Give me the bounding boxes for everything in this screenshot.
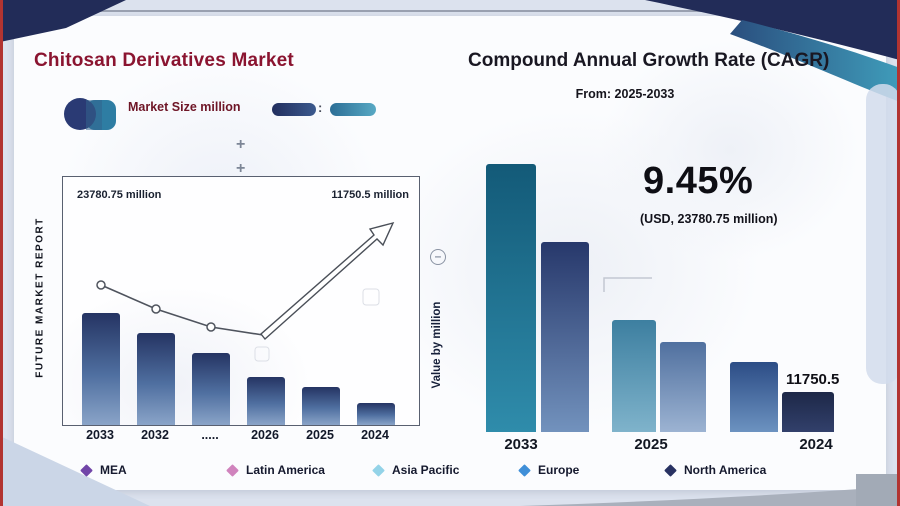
trend-line-arrow-overlay [96, 221, 395, 362]
trend-marker [206, 322, 216, 332]
x-tick-2033-right: 2033 [504, 436, 538, 453]
circle-minus-icon: – [430, 249, 446, 265]
bar-intermediate [192, 353, 230, 425]
market-size-blob-icon [64, 98, 116, 130]
left-chart-y-axis-label: FUTURE MARKET REPORT [34, 217, 46, 378]
legend-label: Latin America [246, 463, 325, 477]
legend-item-asia-pacific: Asia Pacific [372, 463, 460, 477]
right-section-title: Compound Annual Growth Rate (CAGR) [468, 50, 830, 71]
x-tick-2025: 2025 [306, 428, 334, 442]
legend-item-mea: MEA [80, 463, 127, 477]
bar-2033-series1 [486, 164, 536, 432]
legend-label: Europe [538, 463, 580, 477]
x-tick-ellipsis: ..... [201, 428, 219, 442]
left-red-edge-line [0, 0, 3, 506]
bar-2025 [302, 387, 340, 425]
legend-label: Asia Pacific [392, 463, 460, 477]
bar-2024-series1 [730, 362, 778, 432]
legend-label: North America [684, 463, 767, 477]
trend-marker [96, 280, 106, 290]
left-bar-chart: 23780.75 million 11750.5 million [62, 176, 420, 426]
diamond-icon [664, 463, 677, 477]
market-size-label: Market Size million [128, 100, 241, 114]
bar-2032 [137, 333, 175, 425]
series-pill-navy [272, 103, 316, 116]
right-section-subtitle: From: 2025-2033 [575, 87, 675, 101]
faint-square-deco [362, 288, 380, 306]
x-tick-2024-right: 2024 [799, 436, 833, 453]
x-tick-2033: 2033 [86, 428, 114, 442]
diamond-icon [518, 463, 531, 477]
growth-arrow-icon [260, 221, 395, 341]
legend-item-latin-america: Latin America [226, 463, 325, 477]
legend-item-north-america: North America [664, 463, 767, 477]
bar-2025-series2 [660, 342, 706, 432]
trend-line [100, 284, 264, 336]
series-pill-teal [330, 103, 376, 116]
diamond-icon [372, 463, 385, 477]
diamond-icon [80, 463, 93, 477]
legend-label: MEA [100, 463, 127, 477]
left-section-title: Chitosan Derivatives Market [34, 50, 294, 71]
trend-marker [151, 304, 161, 314]
bar-2033-series2 [541, 242, 589, 432]
x-tick-2025-right: 2025 [634, 436, 668, 453]
legend-item-europe: Europe [518, 463, 580, 477]
bar-2026 [247, 377, 285, 425]
x-tick-2024: 2024 [361, 428, 389, 442]
plus-icon: + [236, 136, 246, 153]
right-chart-y-axis-label: Value by million [431, 301, 443, 389]
right-bar-chart [480, 150, 860, 432]
right-chart-data-label: 11750.5 [786, 371, 840, 388]
x-tick-2032: 2032 [141, 428, 169, 442]
bar-2024-series2 [782, 392, 834, 432]
bar-2025-series1 [612, 320, 656, 432]
x-tick-2026: 2026 [251, 428, 279, 442]
pill-separator: : [318, 100, 323, 115]
faint-square-deco [254, 346, 270, 362]
diamond-icon [226, 463, 239, 477]
